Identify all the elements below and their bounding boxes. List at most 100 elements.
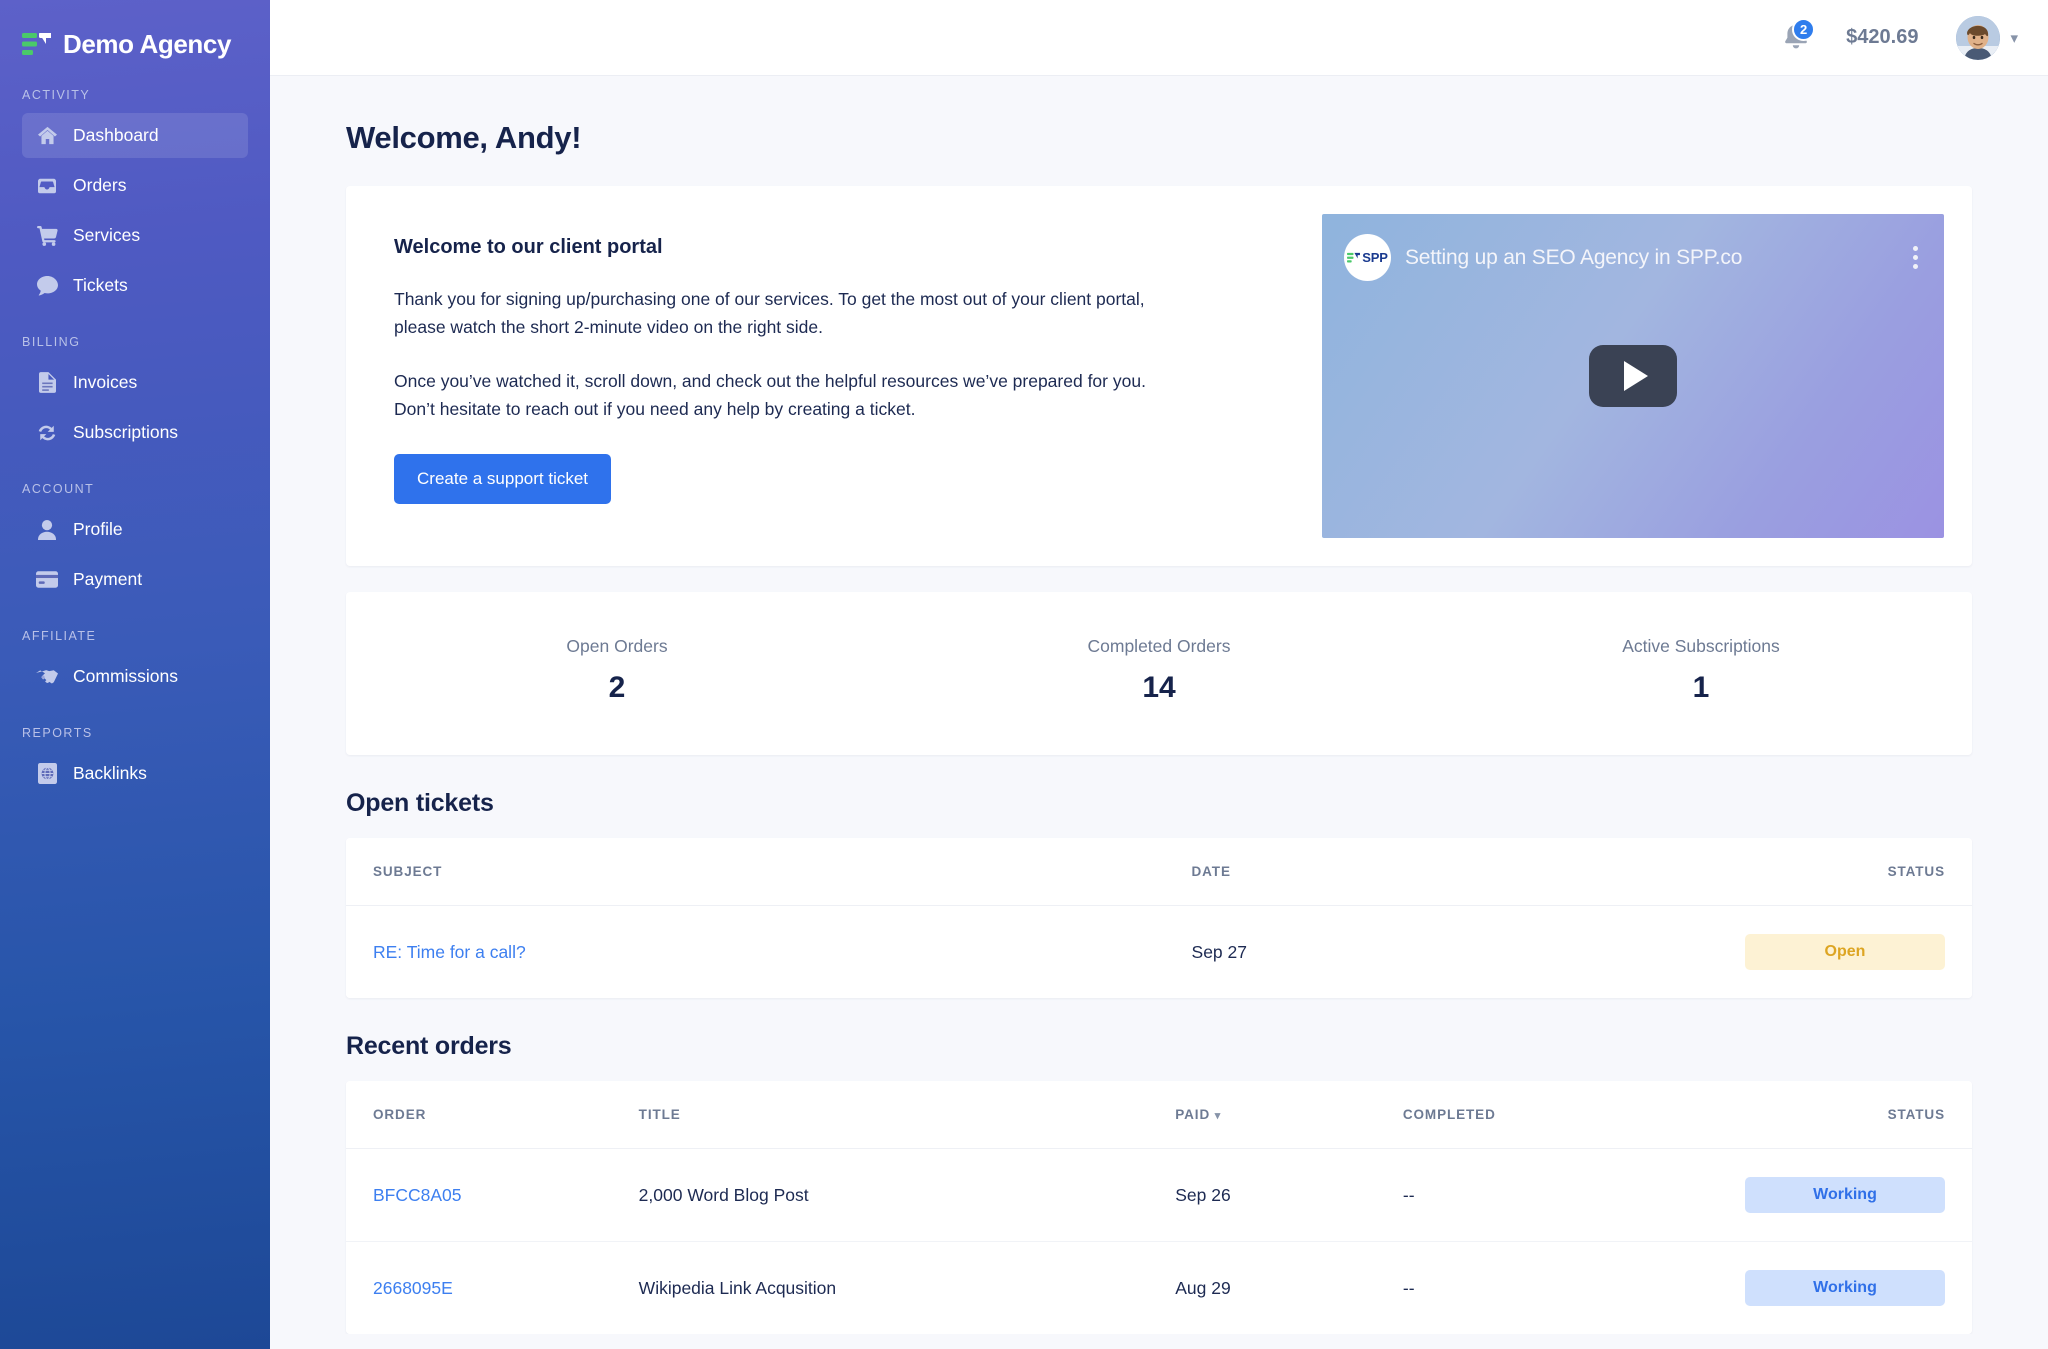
- document-icon: [36, 372, 58, 394]
- order-paid-cell: Aug 29: [1175, 1277, 1231, 1298]
- order-title-cell: Wikipedia Link Acqusition: [638, 1277, 837, 1298]
- sidebar-item-label: Commissions: [73, 666, 179, 686]
- column-header-paid[interactable]: PAID ▾: [1175, 1081, 1403, 1149]
- credit-card-icon: [36, 569, 58, 591]
- nav-section-reports-label: REPORTS: [22, 726, 93, 740]
- recent-orders-title: Recent orders: [346, 1032, 512, 1060]
- status-badge: Open: [1745, 934, 1945, 970]
- column-header-subject[interactable]: SUBJECT: [346, 838, 1192, 906]
- order-id-link[interactable]: 2668095E: [373, 1277, 453, 1298]
- play-button-icon[interactable]: [1589, 345, 1677, 407]
- sidebar-item-invoices[interactable]: Invoices: [22, 360, 248, 405]
- globe-book-icon: [36, 763, 58, 785]
- video-player[interactable]: SPP Setting up an SEO Agency in SPP.co: [1322, 214, 1944, 538]
- welcome-paragraph-2: Once you’ve watched it, scroll down, and…: [394, 370, 1146, 420]
- stat-label: Open Orders: [566, 636, 668, 656]
- stat-completed-orders: Completed Orders 14: [888, 636, 1430, 705]
- sidebar-item-label: Dashboard: [73, 125, 159, 145]
- video-header: SPP Setting up an SEO Agency in SPP.co: [1322, 214, 1944, 281]
- sidebar-item-profile[interactable]: Profile: [22, 507, 248, 552]
- nav-section-account-label: ACCOUNT: [22, 482, 95, 496]
- table-row[interactable]: BFCC8A05 2,000 Word Blog Post Sep 26 -- …: [346, 1148, 1972, 1242]
- sidebar-item-label: Services: [73, 225, 141, 245]
- order-status-cell: Working: [1695, 1148, 1972, 1242]
- status-badge: Working: [1745, 1177, 1945, 1213]
- create-support-ticket-button[interactable]: Create a support ticket: [394, 454, 612, 505]
- column-header-date[interactable]: DATE: [1191, 838, 1631, 906]
- refresh-cycle-icon: [36, 422, 58, 444]
- order-status-cell: Working: [1696, 1242, 1972, 1335]
- column-header-status[interactable]: STATUS: [1695, 1081, 1972, 1149]
- ticket-date-cell: Sep 27: [1191, 941, 1247, 962]
- sidebar-item-services[interactable]: Services: [22, 213, 248, 258]
- recent-orders-table: ORDER TITLE PAID ▾ COMPLETED STATUS: [346, 1081, 1972, 1334]
- sidebar-item-label: Backlinks: [73, 763, 147, 783]
- notification-count-badge: 2: [1792, 17, 1816, 41]
- open-tickets-table: SUBJECT DATE STATUS RE: Time for a call?…: [346, 838, 1972, 998]
- main-area: 2 $420.69: [270, 0, 2048, 1349]
- table-row[interactable]: RE: Time for a call? Sep 27 Open: [346, 906, 1972, 999]
- stats-card: Open Orders 2 Completed Orders 14 Active…: [346, 592, 1972, 755]
- play-triangle: [1624, 361, 1648, 391]
- page-content: Welcome, Andy! Welcome to our client por…: [270, 76, 2048, 1334]
- page-title: Welcome, Andy!: [346, 120, 582, 155]
- sidebar-item-payment[interactable]: Payment: [22, 557, 248, 602]
- sidebar-item-label: Orders: [73, 175, 127, 195]
- order-title-cell: 2,000 Word Blog Post: [638, 1148, 1176, 1242]
- sidebar-item-label: Subscriptions: [73, 422, 179, 442]
- status-badge: Working: [1745, 1270, 1945, 1306]
- order-id-cell: 2668095E: [346, 1242, 639, 1335]
- sidebar-item-backlinks[interactable]: Backlinks: [22, 751, 248, 796]
- sidebar-item-label: Payment: [73, 569, 143, 589]
- recent-orders-card: ORDER TITLE PAID ▾ COMPLETED STATUS: [346, 1081, 1972, 1334]
- sidebar-item-label: Tickets: [73, 275, 128, 295]
- nav-section-affiliate-label: AFFILIATE: [22, 629, 97, 643]
- column-header-paid-label: PAID: [1175, 1107, 1211, 1122]
- caret-down-icon: ▾: [1214, 1110, 1222, 1122]
- column-header-status[interactable]: STATUS: [1630, 838, 1972, 906]
- welcome-paragraph-1: Thank you for signing up/purchasing one …: [394, 289, 1145, 338]
- order-completed-cell: --: [1402, 1148, 1696, 1242]
- stat-label: Completed Orders: [1087, 636, 1231, 656]
- stat-value: 2: [608, 671, 626, 704]
- channel-avatar: SPP: [1344, 234, 1391, 281]
- welcome-heading: Welcome to our client portal: [394, 236, 663, 258]
- notifications-button[interactable]: 2: [1776, 17, 1816, 58]
- brand-logo[interactable]: Demo Agency: [0, 0, 270, 68]
- order-id-link[interactable]: BFCC8A05: [373, 1184, 462, 1205]
- table-row[interactable]: 2668095E Wikipedia Link Acqusition Aug 2…: [346, 1242, 1972, 1335]
- sidebar-item-subscriptions[interactable]: Subscriptions: [22, 410, 248, 455]
- column-header-order[interactable]: ORDER: [346, 1081, 639, 1149]
- stat-value: 14: [1142, 671, 1176, 704]
- ticket-subject-link[interactable]: RE: Time for a call?: [373, 941, 526, 962]
- stat-label: Active Subscriptions: [1622, 636, 1780, 656]
- sidebar-item-dashboard[interactable]: Dashboard: [22, 113, 248, 158]
- column-header-title[interactable]: TITLE: [638, 1081, 1176, 1149]
- shopping-cart-icon: [36, 225, 58, 247]
- sidebar: Demo Agency ACTIVITY Dashboard Orders Se…: [0, 0, 270, 1349]
- open-tickets-title: Open tickets: [346, 789, 494, 817]
- inbox-tray-icon: [36, 175, 58, 197]
- column-header-completed[interactable]: COMPLETED: [1402, 1081, 1696, 1149]
- sidebar-item-orders[interactable]: Orders: [22, 163, 248, 208]
- welcome-card: Welcome to our client portal Thank you f…: [346, 186, 1972, 566]
- sidebar-item-label: Profile: [73, 519, 123, 539]
- kebab-menu-icon[interactable]: [1913, 242, 1922, 273]
- ticket-subject-cell: RE: Time for a call?: [346, 906, 1192, 999]
- order-id-cell: BFCC8A05: [346, 1148, 639, 1242]
- channel-name: SPP: [1362, 250, 1388, 265]
- user-icon: [36, 519, 58, 541]
- spp-bars-logo-icon: [22, 31, 52, 57]
- chevron-down-icon: ▾: [2010, 29, 2018, 47]
- table-header-row: SUBJECT DATE STATUS: [346, 838, 1972, 906]
- avatar: [1956, 15, 2001, 60]
- chat-bubble-icon: [36, 275, 58, 297]
- handshake-icon: [36, 666, 58, 688]
- stat-open-orders: Open Orders 2: [346, 636, 888, 705]
- sidebar-item-commissions[interactable]: Commissions: [22, 654, 248, 699]
- video-title: Setting up an SEO Agency in SPP.co: [1405, 245, 1743, 269]
- open-tickets-card: SUBJECT DATE STATUS RE: Time for a call?…: [346, 838, 1972, 998]
- user-menu-button[interactable]: ▾: [1956, 15, 2018, 60]
- order-completed-cell: --: [1402, 1277, 1415, 1298]
- sidebar-item-tickets[interactable]: Tickets: [22, 263, 248, 308]
